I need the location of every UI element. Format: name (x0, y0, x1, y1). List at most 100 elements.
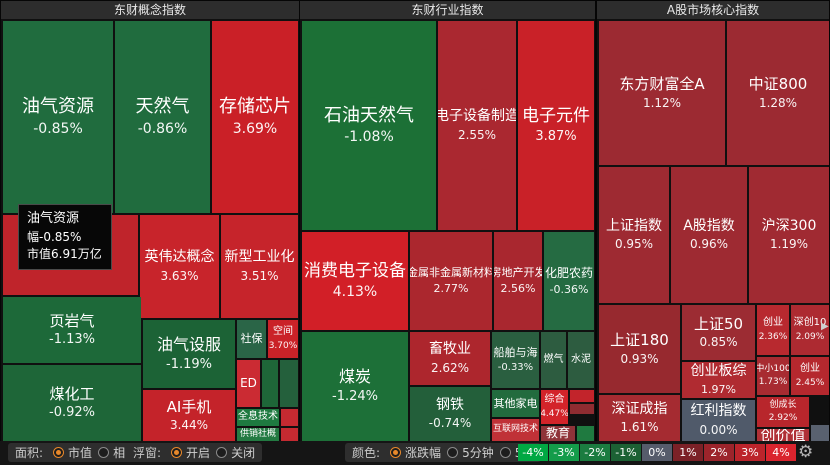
treemap-tile[interactable]: 英伟达概念 3.63% (140, 215, 219, 318)
treemap-tile[interactable]: 上证50 0.85% (682, 305, 755, 360)
treemap-tile[interactable]: A股指数 0.96% (671, 167, 747, 303)
treemap-tile[interactable]: 创业 2.36% (757, 305, 789, 355)
treemap-tile[interactable]: 水泥 (568, 332, 594, 388)
tile-change-pct: 2.36% (758, 331, 788, 342)
radio-option[interactable]: 关闭 (216, 444, 255, 461)
treemap-tile[interactable]: 油气设服 -1.19% (143, 320, 235, 388)
treemap-tile[interactable]: 创成长 2.92% (757, 397, 809, 427)
treemap-tile[interactable]: 红利指数 0.00% (682, 400, 755, 441)
treemap-tile[interactable]: 深创10 2.09% (791, 305, 829, 355)
radio-option[interactable]: 市值 (53, 444, 92, 461)
treemap-tile[interactable]: 中证800 1.28% (727, 21, 829, 165)
treemap-tile[interactable]: 化肥农药 -0.36% (544, 232, 594, 330)
radio-icon[interactable] (171, 447, 183, 458)
treemap-tile[interactable]: 全息技术 (237, 409, 279, 426)
radio-group-label: 面积: (15, 446, 44, 460)
tile-change-pct: 3.44% (169, 418, 209, 433)
radio-option-label: 涨跌幅 (405, 446, 442, 460)
radio-option[interactable]: 涨跌幅 (390, 444, 441, 461)
tile-change-pct: -1.08% (344, 129, 394, 145)
tile-change-pct: -0.86% (137, 120, 188, 137)
tile-change-pct: 1.19% (769, 237, 809, 252)
radio-option-label: 关闭 (231, 446, 256, 460)
tile-tooltip: 油气资源 幅-0.85% 市值6.91万亿 (18, 204, 112, 270)
radio-option-label: 5分钟 (462, 446, 494, 460)
treemap-tile[interactable]: 船舶与海 -0.33% (492, 332, 539, 388)
treemap-tile[interactable]: 金属非金属新材料 2.77% (410, 232, 492, 330)
treemap-tile[interactable] (281, 428, 298, 441)
radio-icon[interactable] (499, 447, 511, 458)
treemap-tile[interactable]: 消费电子设备 4.13% (302, 232, 408, 330)
treemap-tile[interactable]: 中小100 1.73% (757, 357, 789, 395)
tile-label: 深创10 (793, 317, 827, 329)
tile-change-pct: 3.51% (240, 268, 279, 283)
tile-label: 上证指数 (606, 217, 662, 234)
treemap-tile[interactable]: 煤化工 -0.92% (3, 365, 141, 441)
treemap-tile[interactable]: 天然气 -0.86% (115, 21, 210, 213)
radio-group: 面积:市值相同 (8, 443, 145, 462)
tile-label: 金属非金属新材料 (410, 266, 492, 280)
treemap-tile[interactable]: 畜牧业 2.62% (410, 332, 490, 385)
treemap-tile[interactable]: 电子元件 3.87% (518, 21, 594, 230)
tile-change-pct: 2.45% (795, 377, 825, 388)
tile-label: 其他家电 (493, 396, 538, 410)
treemap-tile[interactable]: 上证指数 0.95% (599, 167, 669, 303)
panel-industry-index-title: 东财行业指数 (300, 1, 595, 19)
tile-change-pct: 1.12% (642, 95, 682, 110)
tile-label: 上证180 (610, 331, 669, 350)
treemap-tile[interactable] (280, 360, 298, 407)
treemap-tile[interactable]: 综合 4.47% (541, 390, 568, 424)
tile-label: 新型工业化 (224, 249, 295, 266)
tile-label: 房地产开发 (494, 266, 542, 280)
treemap-tile[interactable]: 空间 3.70% (268, 320, 298, 358)
treemap-tile[interactable]: 油气资源 -0.85% (3, 21, 113, 213)
treemap-tile[interactable]: 深证成指 1.61% (599, 395, 680, 441)
treemap-tile[interactable] (570, 390, 594, 402)
treemap-tile[interactable]: 创业 2.45% (791, 357, 829, 395)
treemap-tile[interactable] (577, 426, 594, 441)
treemap-tile[interactable]: 电子设备制造 2.55% (438, 21, 516, 230)
radio-icon[interactable] (390, 447, 402, 458)
treemap-tile[interactable]: 创业板综 1.97% (682, 362, 755, 398)
radio-option[interactable]: 开启 (171, 444, 210, 461)
tile-change-pct: 1.28% (758, 95, 798, 110)
radio-icon[interactable] (447, 447, 459, 458)
treemap-tile[interactable]: 上证180 0.93% (599, 305, 680, 393)
tile-change-pct: 0.96% (689, 237, 729, 252)
treemap-tile[interactable] (811, 425, 829, 441)
treemap-tile[interactable]: 煤炭 -1.24% (302, 332, 408, 441)
radio-icon[interactable] (98, 447, 110, 458)
treemap-tile[interactable]: 燃气 (541, 332, 566, 388)
treemap-tile[interactable]: 供销社概 (237, 428, 279, 441)
treemap-tile[interactable] (262, 360, 278, 407)
treemap-tile[interactable]: AI手机 3.44% (143, 390, 235, 441)
settings-gear-icon[interactable]: ⚙ (798, 442, 814, 462)
treemap-tile[interactable]: 存储芯片 3.69% (212, 21, 298, 213)
treemap-tile[interactable]: ED (237, 360, 260, 407)
color-scale-segment: -3% (549, 444, 579, 461)
treemap-tile[interactable]: 页岩气 -1.13% (3, 297, 141, 363)
treemap-tile[interactable]: 社保 (237, 320, 266, 358)
radio-icon[interactable] (53, 447, 65, 458)
tooltip-change: 幅-0.85% (27, 229, 82, 244)
treemap-tile[interactable]: 新型工业化 3.51% (221, 215, 298, 318)
tile-label: 创业板综 (690, 363, 747, 380)
treemap-tile[interactable]: 钢铁 -0.74% (410, 387, 490, 441)
tile-label: 页岩气 (49, 311, 95, 330)
treemap-tile[interactable]: 创价值 (757, 429, 809, 441)
tooltip-marketcap: 市值6.91万亿 (27, 247, 102, 262)
treemap-tile[interactable] (570, 404, 594, 414)
treemap-tile[interactable]: 互联网技术 (492, 419, 539, 441)
radio-option[interactable]: 5分钟 (447, 444, 494, 461)
treemap-tile[interactable]: 其他家电 (492, 390, 539, 417)
treemap-tile[interactable] (281, 409, 298, 426)
tile-change-pct: -0.33% (497, 361, 534, 373)
radio-icon[interactable] (216, 447, 228, 458)
treemap-tile[interactable]: 房地产开发 2.56% (494, 232, 542, 330)
panel-scroll-arrow-icon[interactable]: ▶ (821, 321, 829, 332)
treemap-tile[interactable]: 教育 (541, 426, 575, 441)
treemap-tile[interactable]: 东方财富全A 1.12% (599, 21, 725, 165)
treemap-tile[interactable]: 石油天然气 -1.08% (302, 21, 436, 230)
treemap-tile[interactable]: 沪深300 1.19% (749, 167, 829, 303)
